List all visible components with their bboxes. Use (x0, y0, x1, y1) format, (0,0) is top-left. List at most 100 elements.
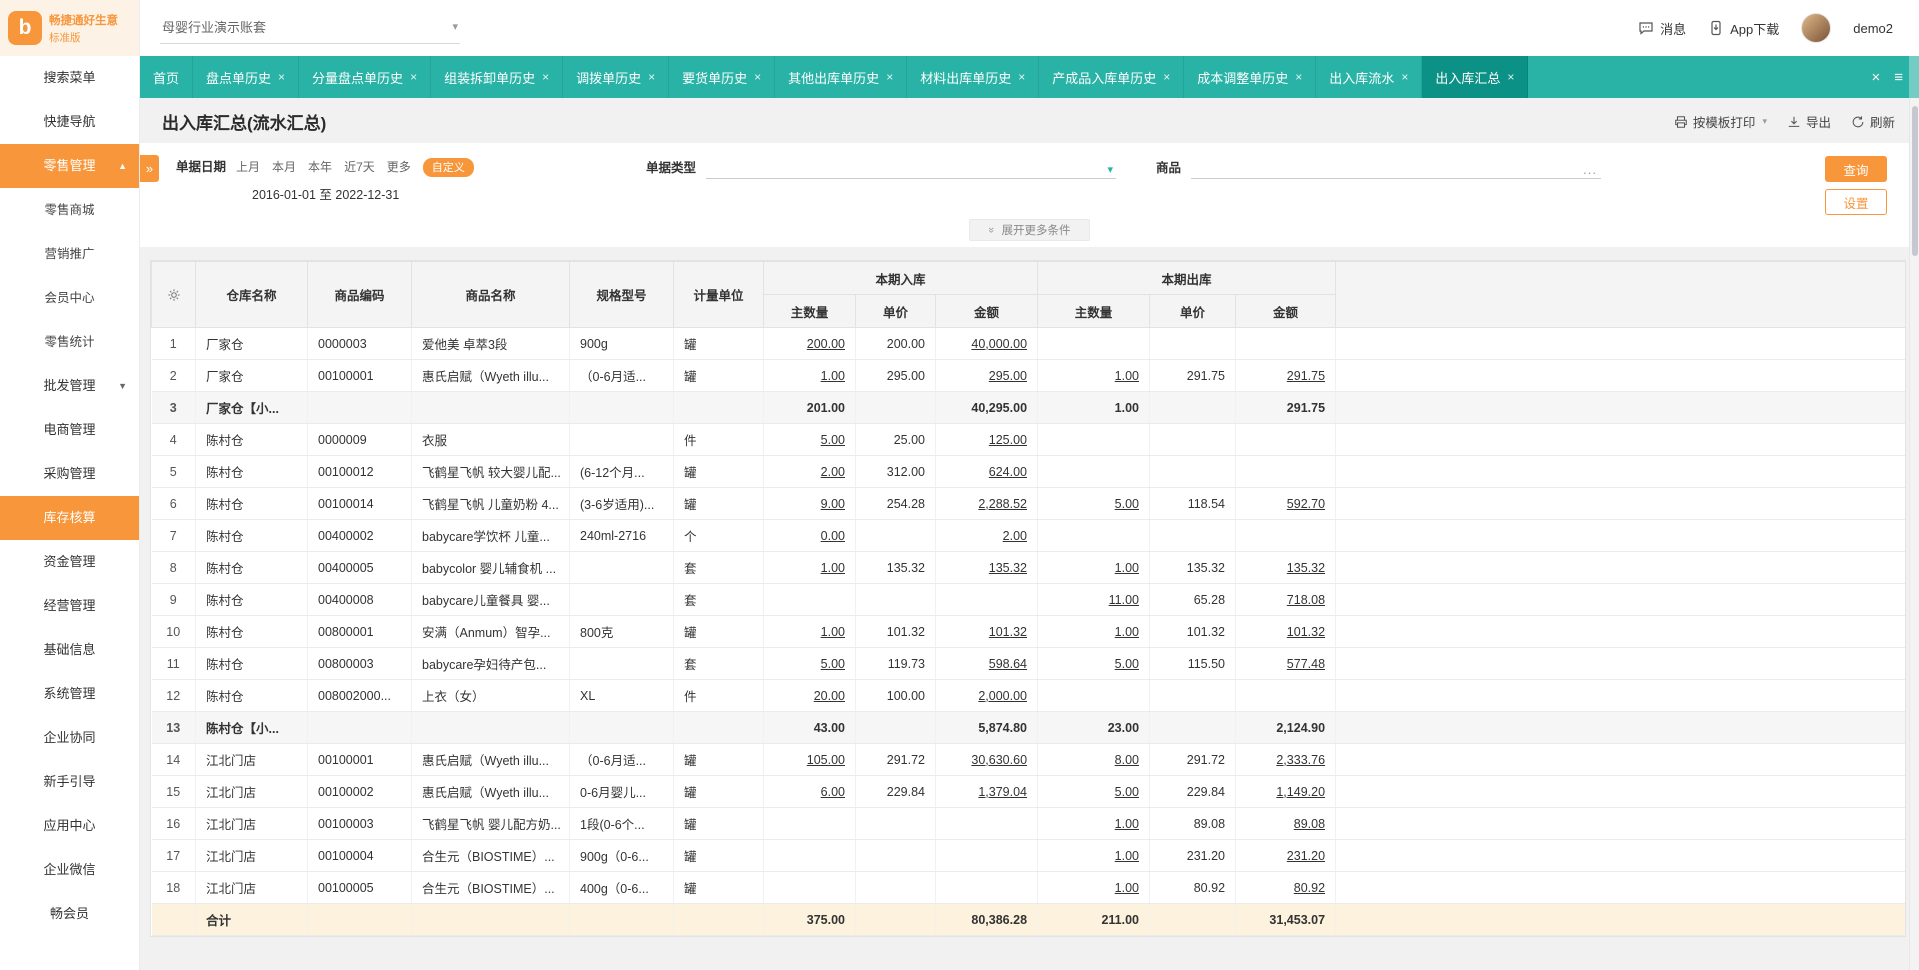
close-all-tabs-icon[interactable]: × (1871, 68, 1881, 86)
drilldown-link[interactable]: 40,000.00 (971, 336, 1028, 351)
tab-item[interactable]: 组装拆卸单历史 × (431, 56, 564, 98)
col-header-warehouse[interactable]: 仓库名称 (195, 261, 308, 328)
search-button[interactable]: 查询 (1825, 156, 1887, 182)
date-preset-link[interactable]: 近7天 (344, 160, 375, 174)
tab-close-icon[interactable]: × (648, 70, 656, 84)
sidebar-item-funds-management[interactable]: 资金管理 (0, 540, 139, 584)
sidebar-item-quick-nav[interactable]: 快捷导航 (0, 100, 139, 144)
tab-item[interactable]: 分量盘点单历史 × (299, 56, 432, 98)
sidebar-item-ecommerce-management[interactable]: 电商管理 (0, 408, 139, 452)
expand-more-button[interactable]: » 展开更多条件 (969, 219, 1090, 241)
sidebar-item-wholesale-management[interactable]: 批发管理 ▼ (0, 364, 139, 408)
drilldown-link[interactable]: 295.00 (988, 368, 1028, 383)
sidebar-item-enterprise-collaboration[interactable]: 企业协同 (0, 716, 139, 760)
drilldown-link[interactable]: 598.64 (988, 656, 1028, 671)
col-header-out-qty[interactable]: 主数量 (1037, 294, 1151, 328)
date-preset-link[interactable]: 本月 (272, 160, 297, 174)
drilldown-link[interactable]: 1.00 (820, 368, 845, 383)
ellipsis-picker-icon[interactable]: ... (1583, 162, 1598, 177)
drilldown-link[interactable]: 8.00 (1114, 752, 1140, 767)
date-preset-link[interactable]: 上月 (236, 160, 261, 174)
drilldown-link[interactable]: 20.00 (813, 688, 845, 703)
col-header-spec[interactable]: 规格型号 (569, 261, 674, 328)
drilldown-link[interactable]: 291.75 (1286, 368, 1326, 383)
tab-close-icon[interactable]: × (886, 70, 894, 84)
user-avatar[interactable] (1801, 13, 1832, 43)
drilldown-link[interactable]: 11.00 (1108, 592, 1140, 607)
drilldown-link[interactable]: 1.00 (1114, 624, 1140, 639)
drilldown-link[interactable]: 1.00 (1114, 560, 1140, 575)
drilldown-link[interactable]: 135.32 (1286, 560, 1326, 575)
doc-type-select[interactable]: ▾ (706, 157, 1117, 179)
col-header-code[interactable]: 商品编码 (307, 261, 412, 328)
drilldown-link[interactable]: 2,000.00 (978, 688, 1028, 703)
sidebar-item-retail-mall[interactable]: 零售商城 (0, 188, 139, 232)
drilldown-link[interactable]: 105.00 (806, 752, 845, 767)
sidebar-item-beginner-guide[interactable]: 新手引导 (0, 760, 139, 804)
tab-item[interactable]: 产成品入库单历史 × (1039, 56, 1185, 98)
drilldown-link[interactable]: 5.00 (820, 432, 845, 447)
drilldown-link[interactable]: 1.00 (820, 560, 845, 575)
collapse-filter-button[interactable]: » (140, 155, 159, 182)
drilldown-link[interactable]: 1.00 (820, 624, 845, 639)
sidebar-item-retail-management[interactable]: 零售管理 ▲ (0, 144, 139, 188)
drilldown-link[interactable]: 5.00 (1114, 496, 1140, 511)
sidebar-item-system-management[interactable]: 系统管理 (0, 672, 139, 716)
sidebar-item-operation-management[interactable]: 经营管理 (0, 584, 139, 628)
sidebar-item-basic-info[interactable]: 基础信息 (0, 628, 139, 672)
drilldown-link[interactable]: 718.08 (1286, 592, 1326, 607)
sidebar-item-chang-member[interactable]: 畅会员 (0, 892, 139, 936)
drilldown-link[interactable]: 6.00 (820, 784, 845, 799)
tab-item[interactable]: 调拨单历史 × (563, 56, 670, 98)
drilldown-link[interactable]: 624.00 (988, 464, 1028, 479)
username[interactable]: demo2 (1853, 20, 1893, 36)
drilldown-link[interactable]: 1.00 (1114, 368, 1140, 383)
tab-item[interactable]: 出入库流水 × (1316, 56, 1423, 98)
custom-date-badge[interactable]: 自定义 (422, 157, 474, 177)
date-preset-link[interactable]: 更多 (386, 160, 411, 174)
scrollbar-track[interactable] (1909, 98, 1919, 970)
tab-close-icon[interactable]: × (1507, 70, 1515, 84)
sidebar-item-purchase-management[interactable]: 采购管理 (0, 452, 139, 496)
tab-item[interactable]: 要货单历史 × (669, 56, 776, 98)
tab-item[interactable]: 成本调整单历史 × (1184, 56, 1317, 98)
tab-close-icon[interactable]: × (278, 70, 286, 84)
col-header-in-amount[interactable]: 金额 (934, 294, 1039, 328)
drilldown-link[interactable]: 5.00 (1114, 656, 1140, 671)
tab-close-icon[interactable]: × (1295, 70, 1303, 84)
tab-close-icon[interactable]: × (1163, 70, 1171, 84)
tab-close-icon[interactable]: × (754, 70, 762, 84)
sidebar-item-retail-statistics[interactable]: 零售统计 (0, 320, 139, 364)
drilldown-link[interactable]: 2,333.76 (1276, 752, 1326, 767)
account-selector[interactable]: 母婴行业演示账套 ▾ (160, 13, 460, 44)
drilldown-link[interactable]: 231.20 (1286, 848, 1326, 863)
refresh-button[interactable]: 刷新 (1851, 112, 1895, 131)
product-input[interactable]: ... (1191, 157, 1602, 179)
col-header-in-price[interactable]: 单价 (855, 294, 936, 328)
drilldown-link[interactable]: 125.00 (988, 432, 1028, 447)
tab-item[interactable]: 材料出库单历史 × (907, 56, 1040, 98)
tab-menu-icon[interactable]: ≡ (1894, 68, 1903, 86)
sidebar-item-marketing-promotion[interactable]: 营销推广 (0, 232, 139, 276)
sidebar-item-search-menu[interactable]: 搜索菜单 (0, 56, 139, 100)
app-download-button[interactable]: App下载 (1708, 19, 1779, 38)
tab-item[interactable]: 首页 (140, 56, 194, 98)
drilldown-link[interactable]: 200.00 (806, 336, 845, 351)
tab-item[interactable]: 盘点单历史 × (193, 56, 300, 98)
drilldown-link[interactable]: 101.32 (1286, 624, 1326, 639)
col-header-name[interactable]: 商品名称 (411, 261, 570, 328)
tab-close-icon[interactable]: × (542, 70, 550, 84)
date-range-value[interactable]: 2016-01-01 至 2022-12-31 (252, 187, 400, 202)
drilldown-link[interactable]: 1.00 (1114, 880, 1140, 895)
drilldown-link[interactable]: 135.32 (988, 560, 1028, 575)
print-by-template-button[interactable]: 按模板打印 ▾ (1674, 112, 1767, 131)
drilldown-link[interactable]: 80.92 (1293, 880, 1326, 895)
sidebar-item-app-center[interactable]: 应用中心 (0, 804, 139, 848)
drilldown-link[interactable]: 30,630.60 (971, 752, 1028, 767)
tab-close-icon[interactable]: × (1018, 70, 1026, 84)
col-header-in-qty[interactable]: 主数量 (763, 294, 856, 328)
drilldown-link[interactable]: 101.32 (988, 624, 1028, 639)
col-header-out-price[interactable]: 单价 (1149, 294, 1237, 328)
drilldown-link[interactable]: 592.70 (1286, 496, 1326, 511)
messages-button[interactable]: 消息 (1638, 19, 1686, 38)
